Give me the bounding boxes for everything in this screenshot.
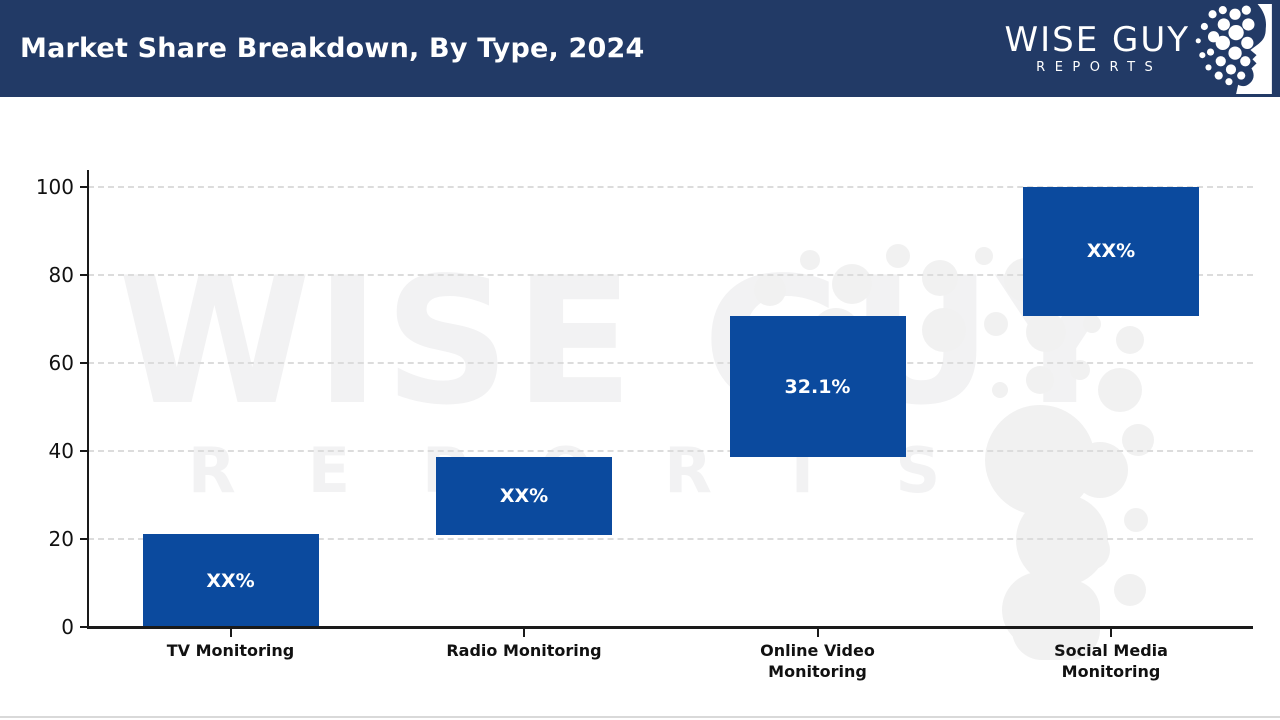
y-tick-label: 100	[35, 175, 74, 199]
y-axis-tick	[80, 626, 88, 628]
y-axis-tick	[80, 186, 88, 188]
gridline-y-80	[88, 274, 1253, 276]
brand-subtext: REPORTS	[1036, 60, 1163, 75]
y-tick-label: 20	[48, 527, 74, 551]
x-category-label: Online Video Monitoring	[760, 641, 875, 681]
bar-radio-monitoring: XX%	[436, 457, 612, 536]
x-category-label: TV Monitoring	[166, 641, 295, 660]
gridline-y-40	[88, 450, 1253, 452]
brand-head-dots-icon	[1195, 3, 1272, 94]
bar-value-label: XX%	[206, 569, 255, 592]
bar-value-label: XX%	[1086, 240, 1136, 263]
y-axis-tick	[80, 274, 88, 276]
page-title: Market Share Breakdown, By Type, 2024	[20, 33, 645, 64]
x-axis-tick	[816, 629, 819, 637]
gridline-y-60	[88, 362, 1253, 364]
bar-social-media: XX%	[1023, 187, 1199, 316]
gridline-y-20	[88, 538, 1253, 540]
brand-logo: WISE GUY REPORTS	[1004, 0, 1272, 97]
watermark-face-dots	[754, 244, 1154, 660]
x-category-label: Radio Monitoring	[446, 641, 602, 660]
x-axis-tick	[1110, 629, 1112, 637]
bar-online-video: 32.1%	[729, 315, 906, 458]
x-category-label: Social Media Monitoring	[1054, 641, 1168, 681]
x-axis-spine	[87, 626, 1253, 629]
gridline-y-100	[88, 186, 1253, 188]
y-tick-label: 60	[48, 351, 74, 375]
brand-wordmark: WISE GUY	[1004, 20, 1190, 60]
y-axis-spine	[87, 170, 89, 629]
y-axis-tick	[80, 538, 88, 540]
bar-tv-monitoring: XX%	[142, 534, 319, 627]
brand-logo-text: WISE GUY REPORTS	[1004, 23, 1190, 74]
y-tick-label: 80	[48, 263, 74, 287]
bar-value-label: XX%	[499, 485, 549, 508]
y-tick-label: 0	[61, 615, 74, 639]
bottom-rule	[0, 716, 1280, 718]
y-axis-tick	[80, 362, 88, 364]
x-axis-tick	[523, 629, 525, 637]
x-axis-tick	[229, 629, 232, 637]
header: Market Share Breakdown, By Type, 2024 WI…	[0, 0, 1280, 97]
y-axis-tick	[80, 450, 88, 452]
y-tick-label: 40	[48, 439, 74, 463]
bar-value-label: 32.1%	[784, 375, 851, 398]
